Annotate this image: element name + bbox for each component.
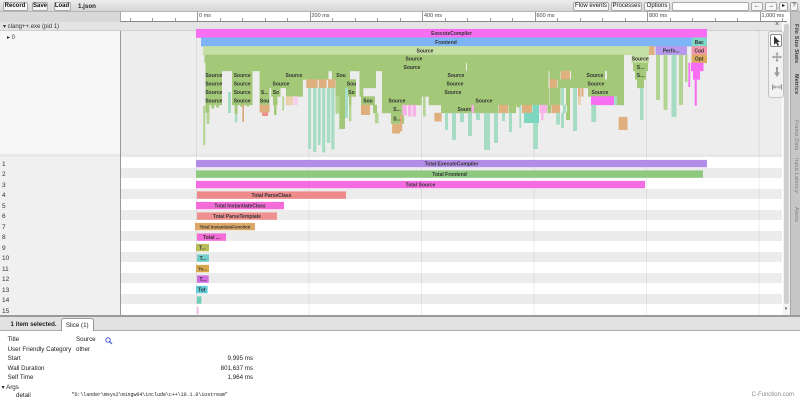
svg-text:Perfo...: Perfo...	[663, 48, 681, 54]
svg-text:Total ExecuteCompiler: Total ExecuteCompiler	[425, 161, 479, 167]
svg-text:T...: T...	[200, 256, 207, 262]
svg-text:Source: Source	[205, 82, 222, 88]
svg-text:Cod: Cod	[694, 48, 704, 54]
svg-text:Source: Source	[234, 99, 251, 105]
svg-text:Source: Source	[234, 73, 251, 79]
svg-text:To...: To...	[198, 266, 207, 271]
svg-text:Sou: Sou	[363, 99, 372, 105]
svg-text:Source: Source	[286, 73, 303, 79]
svg-text:Tot: Tot	[198, 287, 206, 293]
svg-text:Source: Source	[476, 99, 493, 105]
svg-text:So: So	[348, 90, 354, 96]
svg-text:T...: T...	[199, 245, 206, 251]
svg-text:Bac: Bac	[695, 40, 704, 46]
svg-text:T...: T...	[199, 277, 206, 283]
svg-text:Source: Source	[445, 90, 462, 96]
svg-text:Sou: Sou	[260, 99, 269, 105]
svg-text:Source: Source	[588, 82, 605, 88]
svg-text:Source: Source	[406, 57, 423, 63]
svg-text:Source: Source	[587, 73, 604, 79]
svg-text:Source: Source	[389, 99, 406, 105]
svg-text:S...: S...	[261, 90, 269, 96]
svg-text:Source: Source	[632, 57, 649, 63]
svg-text:Total ParseTemplate: Total ParseTemplate	[213, 214, 261, 220]
svg-text:Source: Source	[417, 48, 434, 54]
svg-text:Source: Source	[273, 82, 290, 88]
svg-text:Frontend: Frontend	[435, 40, 457, 46]
svg-text:Total InstantiateFunction: Total InstantiateFunction	[200, 224, 251, 229]
svg-text:Source: Source	[447, 82, 464, 88]
svg-text:S...: S...	[393, 116, 401, 122]
svg-text:So: So	[273, 90, 279, 96]
svg-text:Sou: Sou	[336, 73, 345, 79]
svg-text:Opt: Opt	[695, 57, 704, 63]
svg-text:Total Frontend: Total Frontend	[432, 172, 467, 178]
svg-text:Source: Source	[592, 90, 609, 96]
svg-text:S...: S...	[393, 107, 401, 113]
svg-text:ExecuteCompiler: ExecuteCompiler	[431, 31, 472, 37]
svg-text:Source: Source	[205, 99, 222, 105]
svg-text:Sou: Sou	[347, 82, 356, 88]
svg-text:Source: Source	[234, 82, 251, 88]
svg-text:Total ParseClass: Total ParseClass	[252, 193, 292, 199]
svg-text:Total InstantiateClass: Total InstantiateClass	[214, 203, 266, 209]
svg-text:Source: Source	[205, 90, 222, 96]
svg-text:S...: S...	[637, 65, 645, 71]
svg-text:Total ...: Total ...	[203, 235, 221, 241]
svg-text:Total Source: Total Source	[406, 182, 436, 188]
svg-text:Source: Source	[458, 107, 475, 113]
svg-text:Source: Source	[404, 65, 421, 71]
svg-text:Source: Source	[448, 73, 465, 79]
svg-text:S...: S...	[637, 73, 645, 79]
svg-text:Source: Source	[205, 73, 222, 79]
svg-text:Source: Source	[234, 90, 251, 96]
